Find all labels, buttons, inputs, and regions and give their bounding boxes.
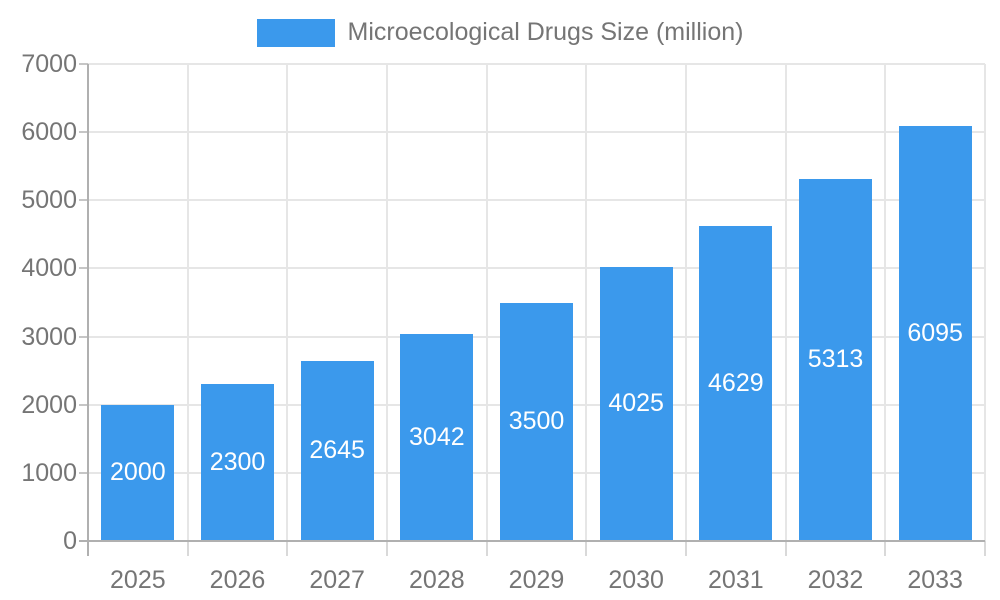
bar-2033[interactable]: 6095 (898, 125, 972, 541)
y-axis-label: 7000 (21, 50, 77, 78)
gridline-vertical (585, 64, 588, 541)
bar-value-label: 2000 (110, 458, 166, 487)
y-axis-label: 0 (63, 527, 77, 555)
bar-value-label: 2645 (309, 436, 365, 465)
x-axis-label: 2026 (209, 566, 266, 594)
gridline-vertical (286, 64, 289, 541)
x-axis-tick (585, 541, 588, 556)
x-axis-tick (984, 541, 986, 556)
x-axis-label: 2033 (907, 566, 963, 594)
bar-value-label: 3042 (409, 422, 465, 451)
bar-2030[interactable]: 4025 (599, 266, 673, 541)
y-axis-tick (79, 199, 88, 202)
x-axis-tick (884, 541, 887, 556)
x-axis-line (79, 540, 985, 542)
legend-label: Microecological Drugs Size (million) (347, 18, 744, 46)
y-axis-tick (79, 267, 88, 270)
gridline-horizontal (88, 267, 985, 270)
gridline-horizontal (88, 199, 985, 202)
x-axis-tick (685, 541, 687, 556)
bar-value-label: 3500 (508, 407, 565, 436)
y-axis-label: 4000 (21, 254, 77, 283)
x-axis-label: 2032 (807, 566, 864, 594)
bar-2028[interactable]: 3042 (400, 333, 474, 541)
y-axis-tick (79, 335, 88, 338)
y-axis-label: 3000 (21, 322, 77, 351)
bar-value-label: 6095 (907, 318, 963, 347)
x-axis-label: 2028 (409, 566, 465, 594)
bar-2026[interactable]: 2300 (201, 384, 274, 541)
bar-2027[interactable]: 2645 (300, 360, 374, 541)
bar-value-label: 2300 (209, 448, 266, 477)
legend-item[interactable]: Microecological Drugs Size (million) (256, 18, 744, 47)
legend-swatch-icon (256, 18, 335, 47)
gridline-horizontal (88, 131, 985, 134)
gridline-vertical (984, 64, 986, 541)
y-axis-tick (79, 131, 88, 134)
gridline-vertical (485, 64, 488, 541)
y-axis-label: 6000 (21, 118, 77, 147)
bar-2029[interactable]: 3500 (500, 302, 573, 541)
bar-2032[interactable]: 5313 (799, 178, 872, 541)
gridline-vertical (685, 64, 687, 541)
gridline-horizontal (88, 63, 985, 65)
bar-2031[interactable]: 4629 (699, 225, 773, 541)
y-axis-label: 1000 (21, 458, 77, 487)
x-axis-label: 2029 (508, 566, 565, 594)
x-axis-label: 2030 (608, 566, 664, 594)
y-axis-tick (79, 63, 88, 65)
y-axis-line (87, 64, 89, 556)
y-axis-label: 5000 (21, 186, 77, 215)
x-axis-label: 2027 (309, 566, 365, 594)
bar-value-label: 4025 (608, 389, 664, 418)
x-axis-tick (485, 541, 488, 556)
x-axis-tick (186, 541, 189, 556)
gridline-vertical (186, 64, 189, 541)
gridline-vertical (884, 64, 887, 541)
x-axis-label: 2025 (110, 566, 166, 594)
y-axis-tick (79, 403, 88, 406)
gridline-vertical (784, 64, 787, 541)
gridline-vertical (386, 64, 388, 541)
y-axis-label: 2000 (21, 390, 77, 419)
bar-value-label: 5313 (807, 345, 864, 374)
x-axis-tick (386, 541, 388, 556)
chart-legend: Microecological Drugs Size (million) (0, 18, 1000, 47)
bar-2025[interactable]: 2000 (101, 404, 175, 541)
x-axis-label: 2031 (708, 566, 764, 594)
y-axis-tick (79, 471, 88, 474)
x-axis-tick (286, 541, 289, 556)
x-axis-tick (784, 541, 787, 556)
bar-value-label: 4629 (708, 368, 764, 397)
